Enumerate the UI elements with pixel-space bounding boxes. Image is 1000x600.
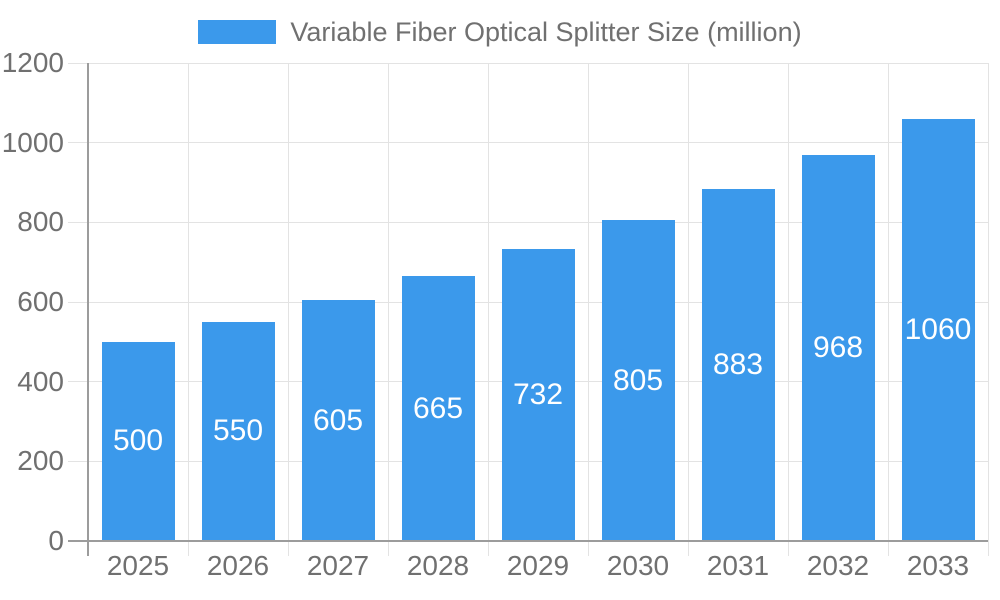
x-axis-tick-label: 2027 — [306, 550, 370, 581]
bar-2031[interactable] — [701, 189, 775, 541]
gridline-vertical — [787, 63, 789, 556]
gridline-vertical — [687, 63, 689, 556]
gridline-horizontal — [68, 62, 988, 64]
bar-value-label: 550 — [212, 414, 264, 448]
bar-2033[interactable] — [901, 118, 975, 541]
chart-legend[interactable]: Variable Fiber Optical Splitter Size (mi… — [0, 18, 1000, 46]
bar-value-label: 883 — [712, 348, 764, 382]
bar-value-label: 500 — [112, 424, 164, 458]
bar-value-label: 805 — [612, 363, 664, 397]
gridline-horizontal — [68, 221, 988, 223]
bar-value-label: 968 — [812, 331, 864, 365]
x-axis-tick-label: 2031 — [706, 550, 770, 581]
x-axis-tick-label: 2026 — [206, 550, 270, 581]
bar-value-label: 732 — [512, 378, 564, 412]
bar-2029[interactable] — [501, 249, 575, 541]
bar-2027[interactable] — [301, 300, 375, 541]
y-axis-tick-label: 1000 — [1, 126, 64, 158]
gridline-vertical — [287, 63, 289, 556]
gridline-vertical — [587, 63, 589, 556]
x-axis-tick-label: 2032 — [806, 550, 870, 581]
y-axis-tick-label: 600 — [17, 286, 64, 317]
bar-2025[interactable] — [101, 341, 175, 541]
gridline-vertical — [487, 63, 489, 556]
x-axis-tick-label: 2025 — [106, 550, 170, 581]
x-axis-line — [68, 540, 988, 542]
bar-value-label: 605 — [312, 403, 364, 437]
gridline-vertical — [187, 63, 189, 556]
gridline-vertical — [987, 63, 989, 556]
bar-2030[interactable] — [601, 220, 675, 541]
y-axis-tick-label: 400 — [17, 365, 64, 397]
x-axis-tick-label: 2033 — [906, 550, 970, 581]
legend-label: Variable Fiber Optical Splitter Size (mi… — [290, 17, 802, 47]
x-axis-tick-label: 2028 — [406, 550, 470, 581]
y-axis-tick-label: 1200 — [1, 47, 64, 78]
y-axis-tick-label: 800 — [17, 206, 64, 238]
bar-2032[interactable] — [801, 155, 875, 541]
x-axis-tick-label: 2030 — [606, 550, 670, 581]
bar-2026[interactable] — [201, 321, 275, 541]
y-axis-line — [87, 63, 89, 556]
x-axis-tick-label: 2029 — [506, 550, 570, 581]
gridline-horizontal — [68, 142, 988, 144]
bar-value-label: 1060 — [904, 312, 972, 346]
bar-value-label: 665 — [412, 391, 464, 425]
legend-swatch — [198, 20, 277, 44]
gridline-vertical — [387, 63, 389, 556]
gridline-vertical — [887, 63, 889, 556]
y-axis-tick-label: 200 — [17, 445, 64, 477]
y-axis-tick-label: 0 — [48, 525, 64, 556]
bar-2028[interactable] — [401, 276, 475, 541]
